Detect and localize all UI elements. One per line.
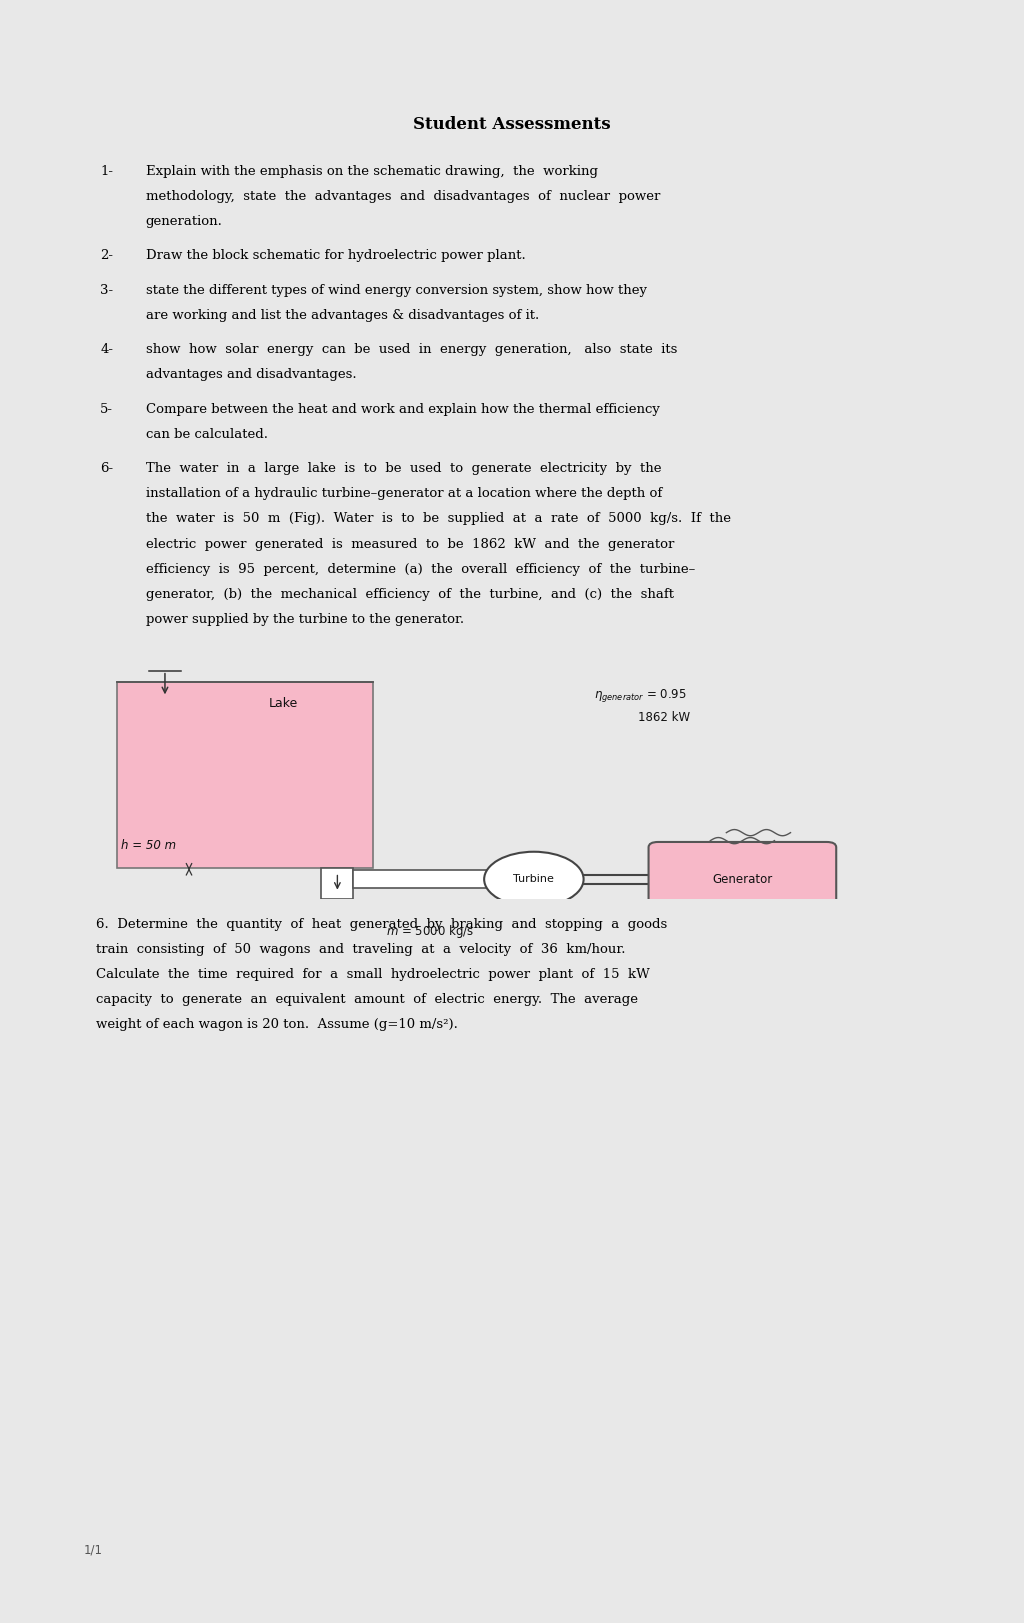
Text: Generator: Generator	[713, 873, 772, 886]
Bar	[353, 870, 494, 888]
Text: 2-: 2-	[100, 250, 113, 263]
Text: weight of each wagon is 20 ton.  Assume (g=10 m/s²).: weight of each wagon is 20 ton. Assume (…	[95, 1018, 458, 1031]
Text: 3-: 3-	[100, 284, 114, 297]
Text: $\eta_{generator}$ = 0.95: $\eta_{generator}$ = 0.95	[594, 687, 687, 703]
Text: methodology,  state  the  advantages  and  disadvantages  of  nuclear  power: methodology, state the advantages and di…	[145, 190, 660, 203]
Text: 1862 kW: 1862 kW	[638, 711, 690, 724]
Text: train  consisting  of  50  wagons  and  traveling  at  a  velocity  of  36  km/h: train consisting of 50 wagons and travel…	[95, 943, 625, 956]
FancyBboxPatch shape	[648, 842, 837, 917]
Text: 4-: 4-	[100, 342, 113, 355]
Text: Draw the block schematic for hydroelectric power plant.: Draw the block schematic for hydroelectr…	[145, 250, 525, 263]
Text: the  water  is  50  m  (Fig).  Water  is  to  be  supplied  at  a  rate  of  500: the water is 50 m (Fig). Water is to be …	[145, 513, 731, 526]
Text: 6-: 6-	[100, 463, 114, 476]
Text: state the different types of wind energy conversion system, show how they: state the different types of wind energy…	[145, 284, 646, 297]
Ellipse shape	[484, 852, 584, 907]
Text: Student Assessments: Student Assessments	[414, 115, 610, 133]
Text: 5-: 5-	[100, 403, 113, 415]
Text: show  how  solar  energy  can  be  used  in  energy  generation,   also  state  : show how solar energy can be used in ene…	[145, 342, 677, 355]
Text: 6.  Determine  the  quantity  of  heat  generated  by  braking  and  stopping  a: 6. Determine the quantity of heat genera…	[95, 917, 667, 930]
Text: The  water  in  a  large  lake  is  to  be  used  to  generate  electricity  by : The water in a large lake is to be used …	[145, 463, 662, 476]
Text: capacity  to  generate  an  equivalent  amount  of  electric  energy.  The  aver: capacity to generate an equivalent amoun…	[95, 993, 638, 1006]
Text: Explain with the emphasis on the schematic drawing,  the  working: Explain with the emphasis on the schemat…	[145, 164, 598, 177]
Text: electric  power  generated  is  measured  to  be  1862  kW  and  the  generator: electric power generated is measured to …	[145, 537, 674, 550]
Text: generation.: generation.	[145, 214, 222, 227]
Text: are working and list the advantages & disadvantages of it.: are working and list the advantages & di…	[145, 308, 539, 321]
Text: $\dot{m}$ = 5000 kg/s: $\dot{m}$ = 5000 kg/s	[386, 923, 474, 941]
Text: efficiency  is  95  percent,  determine  (a)  the  overall  efficiency  of  the : efficiency is 95 percent, determine (a) …	[145, 563, 695, 576]
Text: h = 50 m: h = 50 m	[121, 839, 176, 852]
Text: installation of a hydraulic turbine–generator at a location where the depth of: installation of a hydraulic turbine–gene…	[145, 487, 662, 500]
Text: can be calculated.: can be calculated.	[145, 428, 267, 441]
Bar	[322, 868, 353, 899]
Text: 1-: 1-	[100, 164, 113, 177]
Text: power supplied by the turbine to the generator.: power supplied by the turbine to the gen…	[145, 613, 464, 626]
Bar	[117, 682, 374, 868]
Text: Compare between the heat and work and explain how the thermal efficiency: Compare between the heat and work and ex…	[145, 403, 659, 415]
Text: generator,  (b)  the  mechanical  efficiency  of  the  turbine,  and  (c)  the  : generator, (b) the mechanical efficiency…	[145, 588, 674, 601]
Text: Turbine: Turbine	[513, 875, 554, 885]
Text: Lake: Lake	[269, 698, 298, 711]
Text: Calculate  the  time  required  for  a  small  hydroelectric  power  plant  of  : Calculate the time required for a small …	[95, 967, 649, 980]
Text: advantages and disadvantages.: advantages and disadvantages.	[145, 368, 356, 381]
Text: 1/1: 1/1	[84, 1543, 102, 1556]
